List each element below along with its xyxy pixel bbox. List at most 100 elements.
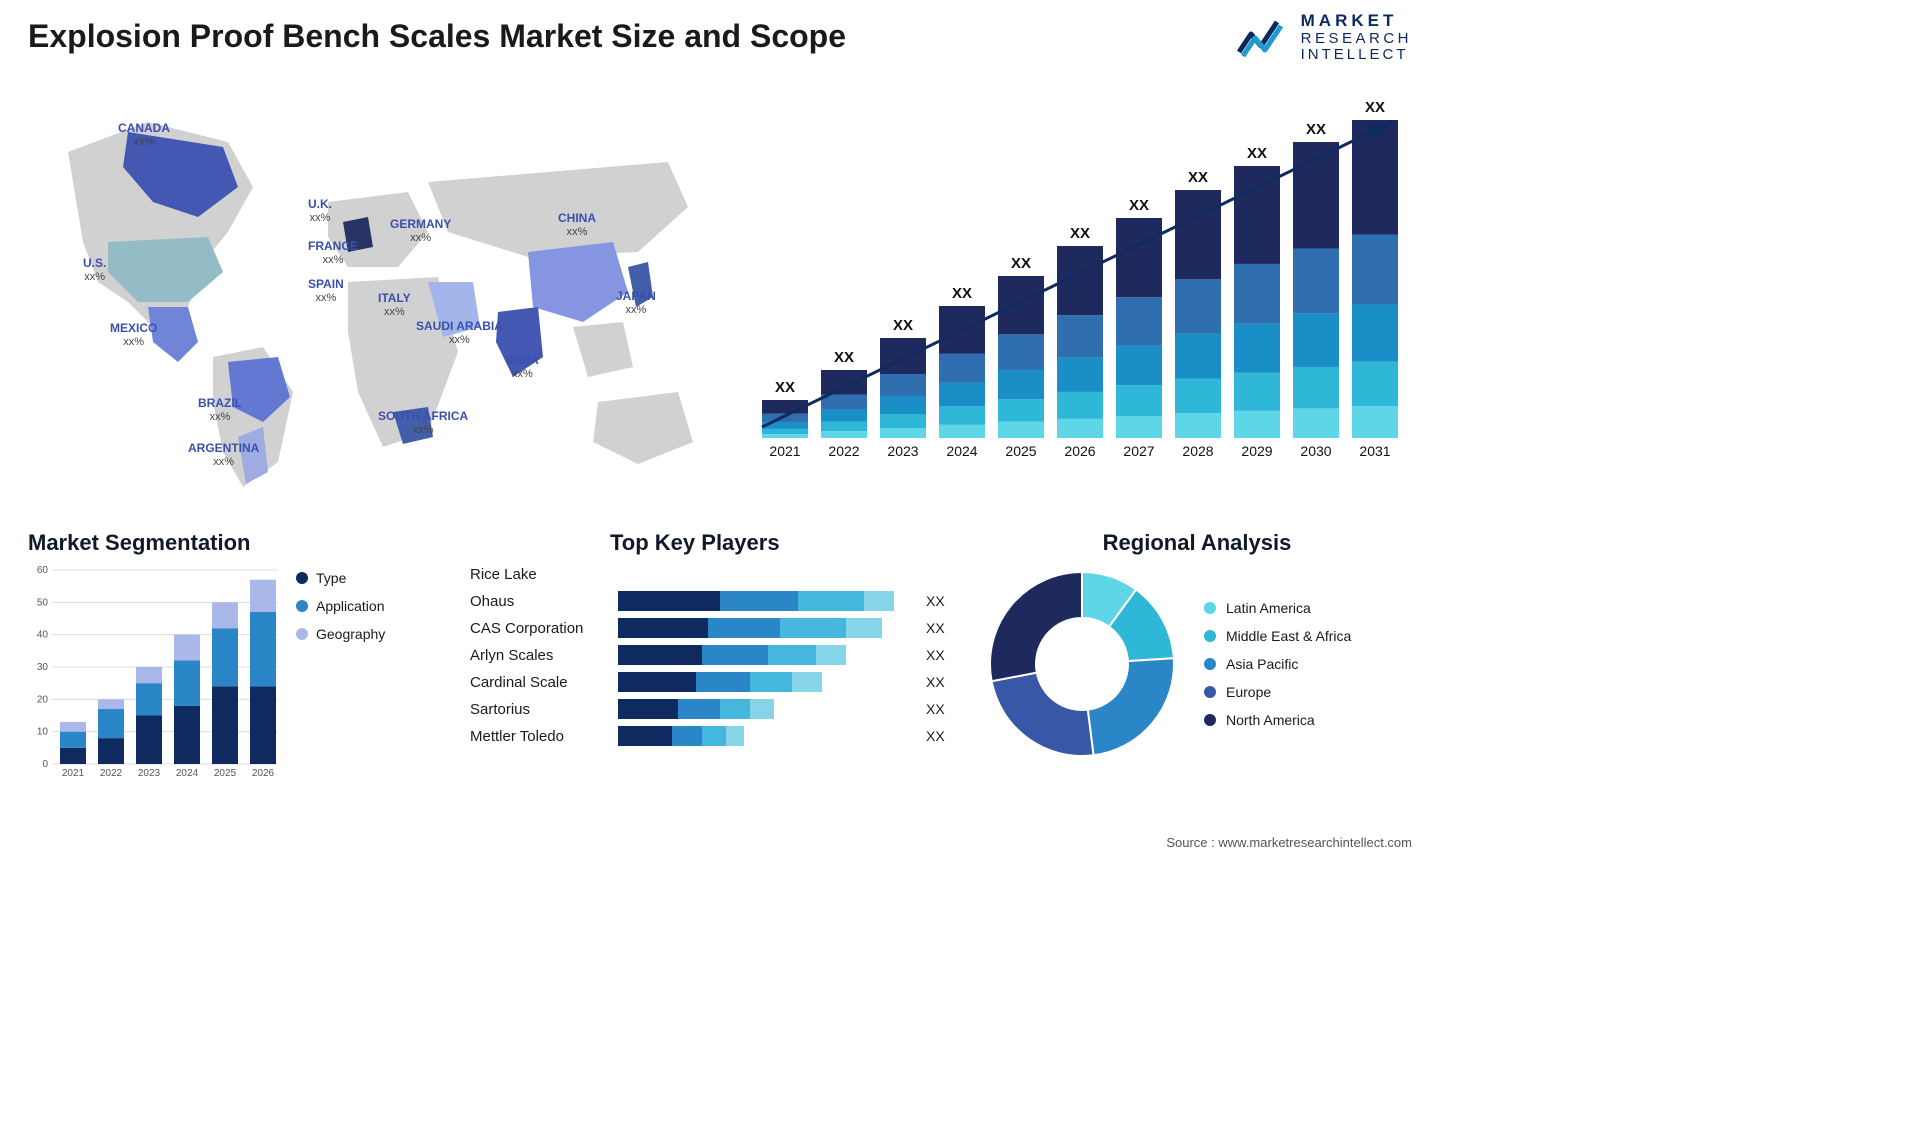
player-bar bbox=[618, 618, 918, 638]
svg-text:XX: XX bbox=[1129, 197, 1149, 214]
svg-text:50: 50 bbox=[37, 597, 49, 608]
svg-text:2028: 2028 bbox=[1182, 443, 1213, 459]
svg-text:2021: 2021 bbox=[62, 768, 85, 779]
player-bar bbox=[618, 726, 918, 746]
player-name: Cardinal Scale bbox=[470, 674, 610, 691]
segmentation-legend: TypeApplicationGeography bbox=[296, 564, 385, 648]
logo-line2: RESEARCH bbox=[1301, 31, 1412, 48]
svg-text:XX: XX bbox=[1011, 255, 1031, 272]
player-bar bbox=[618, 699, 918, 719]
player-name: Rice Lake bbox=[470, 566, 610, 583]
regional-panel: Regional Analysis Latin AmericaMiddle Ea… bbox=[982, 530, 1412, 764]
player-name: Mettler Toledo bbox=[470, 728, 610, 745]
player-value: XX bbox=[926, 593, 960, 609]
map-label: ITALYxx% bbox=[378, 292, 411, 318]
svg-text:20: 20 bbox=[37, 694, 49, 705]
player-bar bbox=[618, 591, 918, 611]
player-bar bbox=[618, 645, 918, 665]
map-label: U.K.xx% bbox=[308, 198, 332, 224]
map-label: BRAZILxx% bbox=[198, 397, 242, 423]
player-row: Rice Lake bbox=[470, 564, 960, 584]
map-label: SAUDI ARABIAxx% bbox=[416, 320, 503, 346]
map-label: CHINAxx% bbox=[558, 212, 596, 238]
svg-text:XX: XX bbox=[893, 317, 913, 334]
map-label: U.S.xx% bbox=[83, 257, 106, 283]
svg-text:2024: 2024 bbox=[946, 443, 977, 459]
player-value: XX bbox=[926, 647, 960, 663]
svg-text:2022: 2022 bbox=[828, 443, 859, 459]
svg-text:2022: 2022 bbox=[100, 768, 123, 779]
page-title: Explosion Proof Bench Scales Market Size… bbox=[28, 18, 846, 55]
legend-item: Middle East & Africa bbox=[1204, 622, 1351, 650]
svg-text:2029: 2029 bbox=[1241, 443, 1272, 459]
player-name: Ohaus bbox=[470, 593, 610, 610]
svg-text:XX: XX bbox=[1070, 225, 1090, 242]
svg-text:XX: XX bbox=[1247, 145, 1267, 162]
map-label: ARGENTINAxx% bbox=[188, 442, 259, 468]
svg-text:2026: 2026 bbox=[1064, 443, 1095, 459]
map-label: SPAINxx% bbox=[308, 278, 344, 304]
key-players-panel: Top Key Players Rice LakeOhausXXCAS Corp… bbox=[470, 530, 960, 753]
svg-text:2026: 2026 bbox=[252, 768, 275, 779]
svg-text:2027: 2027 bbox=[1123, 443, 1154, 459]
player-row: Cardinal Scale XX bbox=[470, 672, 960, 692]
map-label: FRANCExx% bbox=[308, 240, 358, 266]
player-name: CAS Corporation bbox=[470, 620, 610, 637]
svg-text:2025: 2025 bbox=[1005, 443, 1036, 459]
logo-line1: MARKET bbox=[1301, 12, 1412, 31]
svg-text:XX: XX bbox=[952, 285, 972, 302]
svg-text:60: 60 bbox=[37, 565, 49, 576]
player-row: Ohaus XX bbox=[470, 591, 960, 611]
key-players-title: Top Key Players bbox=[610, 530, 960, 556]
player-row: Mettler ToledoXX bbox=[470, 726, 960, 746]
logo-mark-icon bbox=[1237, 16, 1291, 60]
growth-chart: XX 2021 XX 2022 XX 2023 XX 2024 XX 2025 XX 2026 XX 20… bbox=[752, 92, 1412, 462]
map-label: CANADAxx% bbox=[118, 122, 170, 148]
player-value: XX bbox=[926, 620, 960, 636]
regional-legend: Latin AmericaMiddle East & AfricaAsia Pa… bbox=[1204, 594, 1351, 734]
svg-text:30: 30 bbox=[37, 662, 49, 673]
svg-text:2023: 2023 bbox=[138, 768, 161, 779]
growth-chart-panel: XX 2021 XX 2022 XX 2023 XX 2024 XX 2025 XX 2026 XX 20… bbox=[752, 92, 1412, 462]
segmentation-panel: Market Segmentation 01020304050602021202… bbox=[28, 530, 448, 784]
segmentation-chart: 0102030405060202120222023202420252026 bbox=[28, 564, 278, 784]
world-map-panel: CANADAxx% U.S.xx% MEXICOxx% BRAZILxx% ARGENT… bbox=[28, 92, 708, 502]
svg-text:2030: 2030 bbox=[1300, 443, 1331, 459]
player-value: XX bbox=[926, 701, 960, 717]
player-row: CAS Corporation XX bbox=[470, 618, 960, 638]
brand-logo: MARKET RESEARCH INTELLECT bbox=[1237, 12, 1412, 64]
regional-title: Regional Analysis bbox=[982, 530, 1412, 556]
svg-text:0: 0 bbox=[42, 759, 48, 770]
player-name: Sartorius bbox=[470, 701, 610, 718]
svg-text:2024: 2024 bbox=[176, 768, 199, 779]
svg-text:2025: 2025 bbox=[214, 768, 237, 779]
legend-item: Asia Pacific bbox=[1204, 650, 1351, 678]
legend-item: Europe bbox=[1204, 678, 1351, 706]
player-bar bbox=[618, 564, 918, 584]
map-label: SOUTH AFRICAxx% bbox=[378, 410, 468, 436]
svg-text:XX: XX bbox=[1306, 121, 1326, 138]
svg-text:40: 40 bbox=[37, 630, 49, 641]
legend-item: Latin America bbox=[1204, 594, 1351, 622]
player-name: Arlyn Scales bbox=[470, 647, 610, 664]
svg-text:XX: XX bbox=[1365, 99, 1385, 116]
map-label: GERMANYxx% bbox=[390, 218, 451, 244]
player-row: Sartorius XX bbox=[470, 699, 960, 719]
svg-text:2031: 2031 bbox=[1359, 443, 1390, 459]
map-label: JAPANxx% bbox=[616, 290, 656, 316]
logo-line3: INTELLECT bbox=[1301, 47, 1412, 64]
legend-item: North America bbox=[1204, 706, 1351, 734]
svg-text:XX: XX bbox=[775, 379, 795, 396]
legend-item: Type bbox=[296, 564, 385, 592]
svg-text:2021: 2021 bbox=[769, 443, 800, 459]
source-text: Source : www.marketresearchintellect.com bbox=[1166, 835, 1412, 850]
svg-text:2023: 2023 bbox=[887, 443, 918, 459]
player-value: XX bbox=[926, 674, 960, 690]
world-map-icon bbox=[28, 92, 708, 502]
map-label: INDIAxx% bbox=[506, 354, 539, 380]
regional-donut-chart bbox=[982, 564, 1182, 764]
segmentation-title: Market Segmentation bbox=[28, 530, 448, 556]
player-row: Arlyn Scales XX bbox=[470, 645, 960, 665]
svg-text:XX: XX bbox=[1188, 169, 1208, 186]
map-label: MEXICOxx% bbox=[110, 322, 157, 348]
